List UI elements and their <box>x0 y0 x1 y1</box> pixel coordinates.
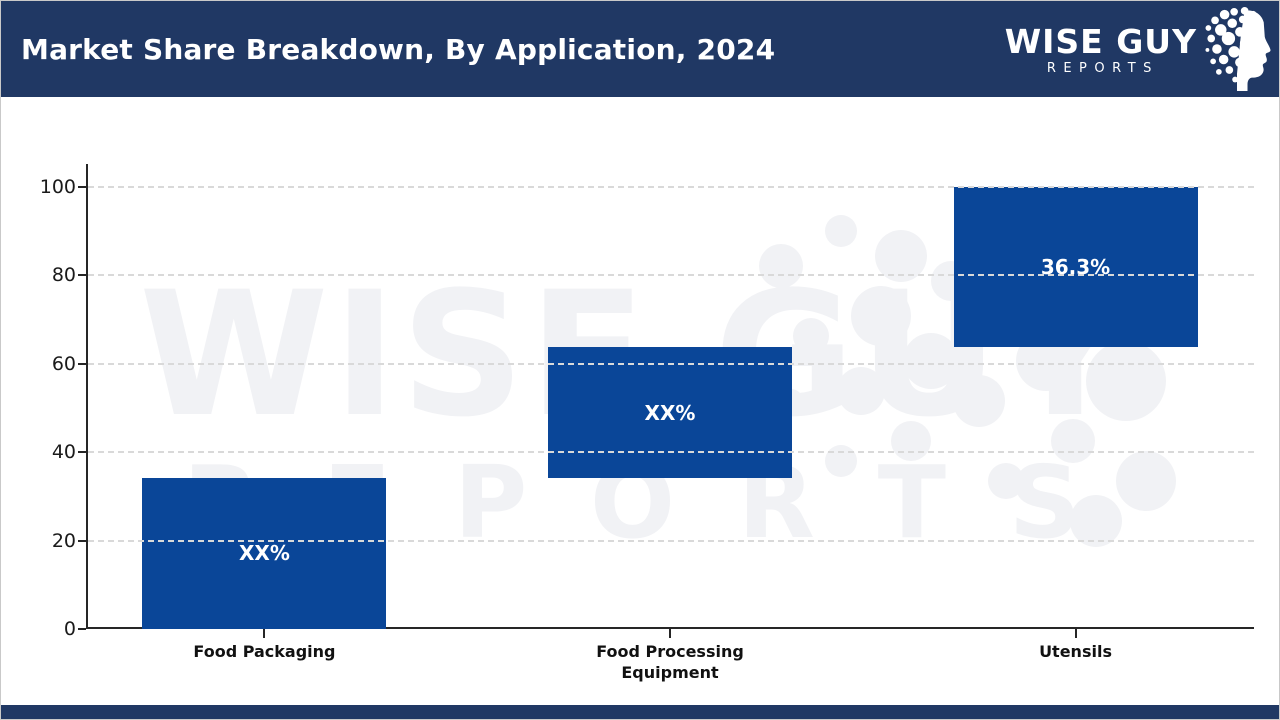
x-axis-line <box>86 627 1254 629</box>
gridline-60 <box>88 362 1254 365</box>
footer-bar <box>1 705 1279 719</box>
y-tick-60 <box>78 362 86 365</box>
logo-text: WISE GUY REPORTS <box>1004 21 1197 76</box>
page-title: Market Share Breakdown, By Application, … <box>21 32 776 66</box>
x-tick <box>263 629 266 638</box>
x-tick <box>669 629 671 638</box>
y-tick-label: 0 <box>63 618 76 640</box>
gridline-100 <box>88 186 1254 188</box>
bar-value-label: XX% <box>644 400 696 425</box>
gridline-80 <box>88 274 1254 277</box>
brand-logo: WISE GUY REPORTS <box>1005 1 1273 97</box>
bar-segment: XX% <box>142 477 387 629</box>
bar-value-label: XX% <box>239 541 290 566</box>
y-tick-80 <box>78 274 86 277</box>
y-tick-40 <box>78 451 86 454</box>
y-tick-label: 60 <box>51 352 76 375</box>
logo-subtext: REPORTS <box>1046 60 1159 76</box>
y-tick-label: 20 <box>51 529 76 552</box>
y-tick-label: 80 <box>51 264 76 287</box>
y-tick-20 <box>78 539 86 542</box>
x-category-label: Utensils <box>1039 642 1112 661</box>
bar-segment: 36.3% <box>953 187 1198 348</box>
x-tick <box>1074 629 1077 638</box>
header-bar: Market Share Breakdown, By Application, … <box>1 1 1279 97</box>
logo-wordmark: WISE GUY <box>1004 21 1197 61</box>
y-tick-label: 40 <box>51 441 76 464</box>
gridline-40 <box>88 451 1254 454</box>
y-tick-0 <box>78 628 86 630</box>
y-tick-100 <box>78 186 86 188</box>
gridline-20 <box>88 539 1254 542</box>
y-axis-line <box>86 164 88 629</box>
x-category-label: Food Processing Equipment <box>596 642 744 682</box>
x-category-label: Food Packaging <box>193 642 336 661</box>
y-tick-label: 100 <box>39 176 76 198</box>
bar-segment: XX% <box>548 347 792 478</box>
logo-head-icon <box>1205 7 1271 91</box>
